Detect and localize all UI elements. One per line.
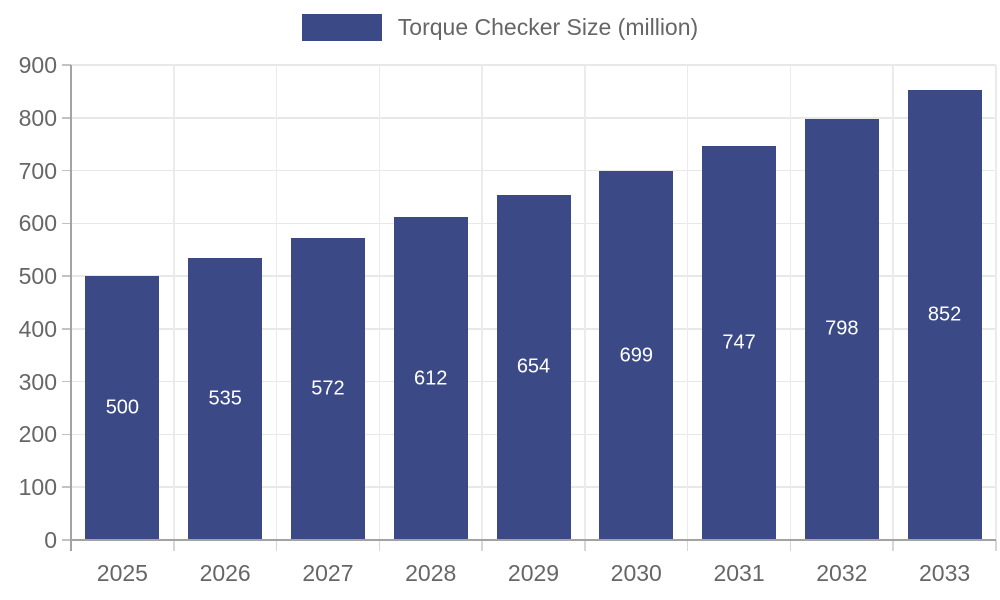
y-axis-label: 900	[18, 52, 57, 78]
y-axis-label: 300	[18, 368, 57, 395]
bar-2030[interactable]: 699	[599, 171, 674, 540]
legend-label: Torque Checker Size (million)	[397, 14, 699, 40]
x-gridline	[686, 65, 689, 540]
x-gridline	[995, 65, 997, 540]
x-axis-label-2029: 2029	[507, 560, 560, 586]
bar-value-label: 654	[516, 355, 551, 378]
x-axis-tick	[686, 540, 689, 551]
y-axis-tick	[62, 486, 71, 488]
x-axis-tick	[892, 540, 894, 551]
y-axis-tick	[62, 222, 71, 225]
legend-swatch-icon	[301, 14, 382, 41]
x-axis-tick	[584, 540, 586, 551]
y-gridline	[71, 117, 996, 119]
bar-value-label: 572	[311, 377, 345, 400]
legend[interactable]: Torque Checker Size (million)	[0, 14, 1000, 41]
x-axis-line	[71, 539, 996, 541]
x-axis-tick	[378, 540, 381, 551]
x-gridline	[173, 65, 175, 540]
y-axis-label: 700	[18, 157, 57, 184]
bar-value-label: 535	[208, 387, 242, 410]
y-axis-tick	[62, 117, 71, 119]
y-axis-tick	[62, 380, 71, 383]
x-axis-label-2026: 2026	[199, 560, 251, 586]
x-axis-tick	[789, 540, 792, 551]
bar-value-label: 747	[722, 331, 756, 354]
y-axis-label: 400	[18, 315, 57, 342]
x-axis-tick	[481, 540, 483, 551]
bar-value-label: 852	[927, 303, 962, 326]
x-axis-label-2032: 2032	[816, 560, 868, 586]
bar-value-label: 798	[825, 317, 859, 340]
y-axis-tick	[62, 433, 71, 436]
x-axis-label-2025: 2025	[96, 560, 148, 586]
bar-value-label: 500	[105, 396, 140, 419]
y-axis-label: 100	[18, 474, 57, 501]
y-axis-line	[70, 65, 72, 551]
x-gridline	[378, 65, 381, 540]
bar-2032[interactable]: 798	[804, 118, 879, 540]
x-axis-label-2028: 2028	[405, 560, 457, 586]
bar-value-label: 612	[414, 367, 448, 389]
y-axis-tick	[62, 64, 71, 66]
x-gridline	[584, 65, 586, 540]
x-gridline	[789, 65, 792, 540]
bar-value-label: 699	[619, 344, 653, 367]
x-axis-label-2033: 2033	[919, 560, 971, 586]
x-gridline	[892, 65, 894, 540]
x-axis-label-2031: 2031	[713, 560, 765, 586]
bar-2026[interactable]: 535	[188, 257, 263, 540]
bar-2025[interactable]: 500	[85, 276, 160, 540]
x-axis-label-2027: 2027	[302, 560, 354, 586]
x-gridline	[275, 65, 278, 540]
bar-2028[interactable]: 612	[393, 217, 468, 540]
x-axis-tick	[173, 540, 175, 551]
bar-2029[interactable]: 654	[496, 194, 571, 540]
y-axis-label: 500	[18, 263, 57, 290]
y-axis-tick	[62, 539, 71, 541]
y-axis-tick	[62, 275, 71, 277]
x-axis-tick	[275, 540, 278, 551]
y-gridline	[71, 169, 996, 172]
y-axis-label: 800	[18, 104, 57, 131]
y-axis-tick	[62, 169, 71, 172]
y-axis-label: 600	[18, 210, 57, 237]
bar-2031[interactable]: 747	[702, 145, 777, 540]
x-axis-tick	[995, 540, 997, 551]
x-gridline	[481, 65, 483, 540]
bar-2027[interactable]: 572	[290, 238, 365, 540]
y-axis-label: 200	[18, 421, 57, 448]
bar-2033[interactable]: 852	[907, 90, 982, 540]
y-axis-label: 0	[44, 527, 57, 553]
y-gridline	[71, 64, 996, 66]
x-axis-label-2030: 2030	[610, 560, 662, 586]
y-axis-tick	[62, 328, 71, 330]
